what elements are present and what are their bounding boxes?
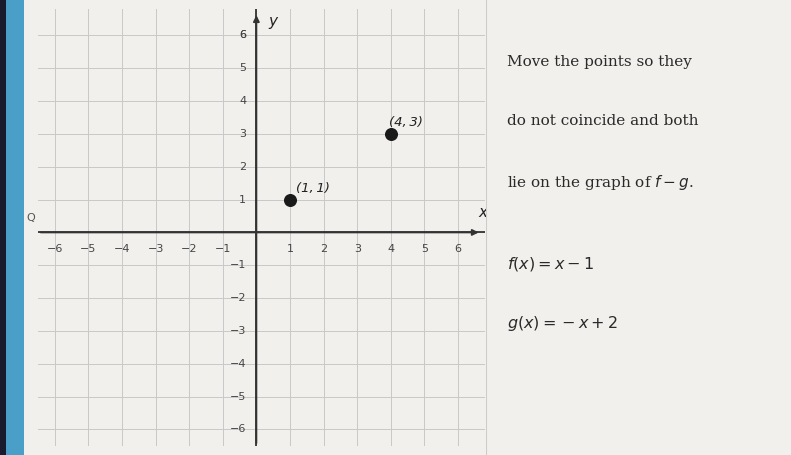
Text: 4: 4	[239, 96, 246, 106]
Text: (1, 1): (1, 1)	[296, 182, 330, 195]
Text: −1: −1	[214, 244, 231, 254]
Text: 6: 6	[455, 244, 461, 254]
Text: −4: −4	[114, 244, 131, 254]
Text: −1: −1	[230, 260, 246, 270]
Text: do not coincide and both: do not coincide and both	[507, 114, 698, 128]
Text: −3: −3	[147, 244, 164, 254]
Text: 2: 2	[320, 244, 327, 254]
Text: 1: 1	[240, 195, 246, 205]
Text: 4: 4	[388, 244, 395, 254]
Text: y: y	[268, 14, 277, 29]
Text: −5: −5	[230, 392, 246, 402]
Point	[384, 130, 397, 137]
Text: Move the points so they: Move the points so they	[507, 55, 692, 69]
Text: $g(x) = -x + 2$: $g(x) = -x + 2$	[507, 314, 618, 333]
Text: x: x	[479, 205, 488, 220]
Text: $f(x) = x - 1$: $f(x) = x - 1$	[507, 255, 594, 273]
Text: −3: −3	[230, 326, 246, 336]
Text: 6: 6	[240, 30, 246, 40]
Text: −2: −2	[230, 293, 246, 303]
Text: 3: 3	[240, 129, 246, 139]
Text: −6: −6	[47, 244, 63, 254]
Text: 5: 5	[240, 63, 246, 73]
Text: 6: 6	[240, 30, 246, 40]
Text: 5: 5	[421, 244, 428, 254]
Text: 2: 2	[239, 162, 246, 172]
Text: (4, 3): (4, 3)	[389, 116, 423, 129]
Text: −2: −2	[181, 244, 198, 254]
Text: −6: −6	[230, 425, 246, 435]
Text: −5: −5	[80, 244, 97, 254]
Point	[284, 196, 297, 203]
Text: −4: −4	[230, 359, 246, 369]
Text: 3: 3	[354, 244, 361, 254]
Text: 1: 1	[286, 244, 293, 254]
Text: lie on the graph of $f - g$.: lie on the graph of $f - g$.	[507, 173, 694, 192]
Text: Q: Q	[26, 213, 36, 223]
